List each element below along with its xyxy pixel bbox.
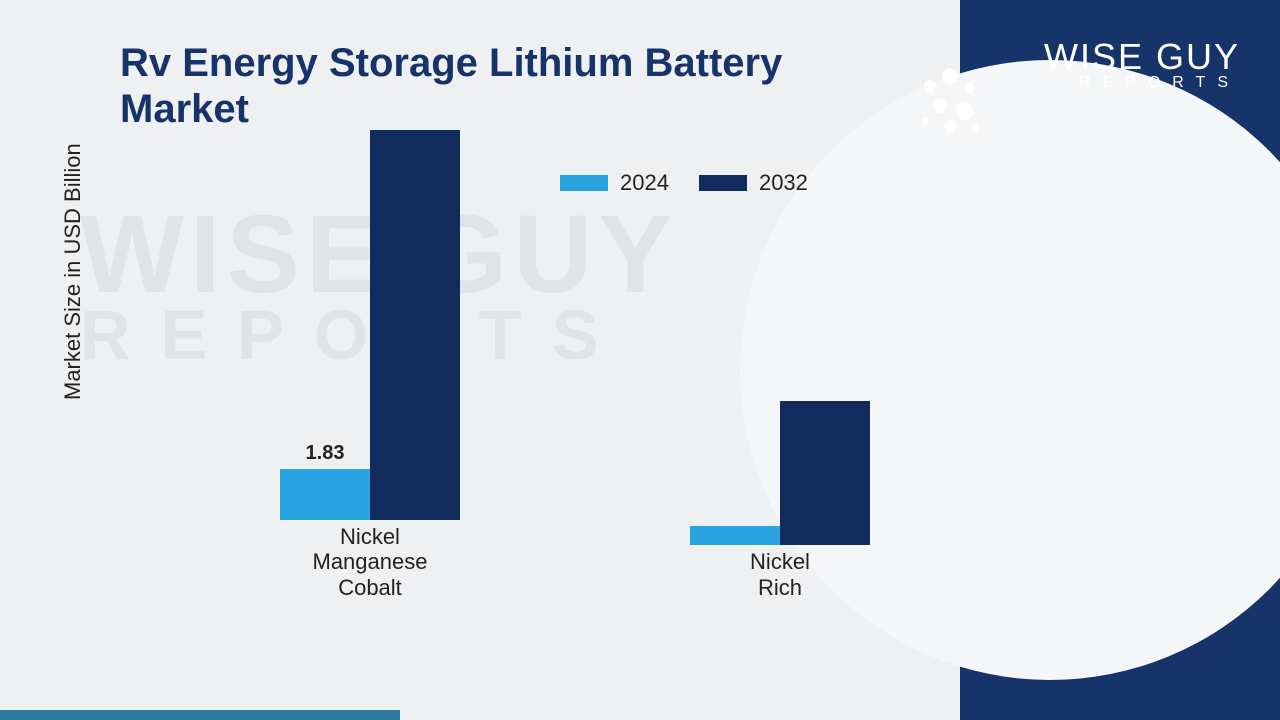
bar-nr-2024 [690, 526, 780, 546]
accent-strip [0, 710, 400, 720]
brand-name: WISE GUY [1044, 36, 1240, 78]
bars-nmc: 1.83 [240, 130, 500, 520]
bar-nmc-2024 [280, 469, 370, 520]
brand-head-icon [910, 66, 990, 146]
bar-value-label-nmc-2024: 1.83 [280, 442, 370, 465]
bar-nmc-2032 [370, 130, 460, 520]
legend-swatch-2024 [560, 175, 608, 191]
category-label-nr: NickelRich [650, 549, 910, 600]
chart-title: Rv Energy Storage Lithium Battery Market [120, 40, 800, 132]
plot-area: 1.83NickelManganeseCobaltNickelRich [120, 210, 900, 600]
bar-group-nmc: 1.83 NickelManganeseCobalt [240, 130, 500, 600]
bar-group-nr: NickelRich [650, 155, 910, 600]
bars-nr [650, 155, 910, 545]
chart-canvas: WISE GUY REPORTS WISE GUY REPORTS Rv Ene… [0, 0, 1280, 720]
category-label-nmc: NickelManganeseCobalt [240, 524, 500, 600]
bar-nr-2032 [780, 401, 870, 546]
y-axis-label: Market Size in USD Billion [60, 143, 86, 400]
brand-logo: WISE GUY REPORTS [1044, 36, 1240, 92]
